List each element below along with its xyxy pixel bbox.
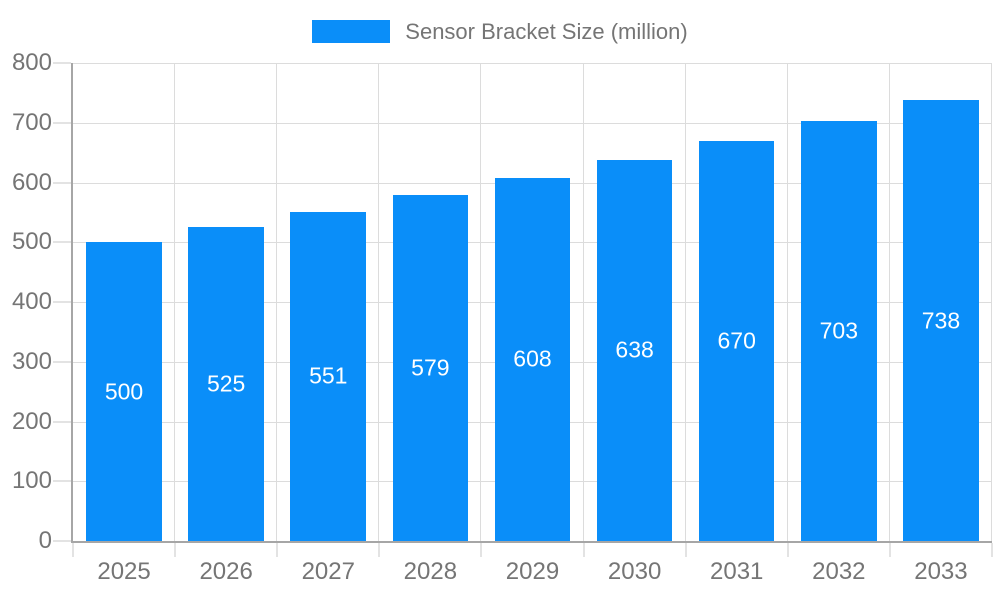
vertical-gridline [480,63,482,541]
y-axis-tick [53,181,71,184]
bar-value-label: 608 [513,345,552,372]
x-axis-tick [786,543,789,557]
bar-2028[interactable]: 579 [392,195,469,541]
x-axis-tick [72,543,74,557]
bar-value-label: 525 [206,370,246,397]
y-axis-line [71,63,73,541]
horizontal-gridline [73,63,992,64]
x-axis-tick [378,543,381,557]
y-axis-label: 700 [11,108,52,136]
x-axis-label: 2032 [812,558,866,585]
vertical-gridline [888,63,890,541]
bar-2029[interactable]: 608 [494,177,571,541]
x-axis-tick [174,543,177,557]
bar-value-label: 738 [921,307,961,334]
plot-area: 500 525 551 579 608 638 670 703 738 [53,62,993,557]
bar-2030[interactable]: 638 [596,159,673,541]
vertical-gridline [684,63,686,541]
y-axis-tick [53,62,71,64]
x-axis-tick [582,543,585,557]
vertical-gridline [991,63,992,541]
bar-2032[interactable]: 703 [801,120,877,541]
y-axis-tick [53,360,71,363]
x-axis-tick [276,543,279,557]
y-axis-label: 600 [11,168,52,196]
vertical-gridline [582,63,584,541]
y-axis-label: 200 [11,407,52,435]
x-axis-label: 2029 [505,558,560,585]
bar-2025[interactable]: 500 [86,242,162,541]
x-axis-tick [480,543,483,557]
x-axis-label: 2025 [97,558,151,585]
y-axis-label: 100 [11,467,52,495]
y-axis-label: 800 [11,49,52,76]
y-axis-tick [53,420,71,423]
bar-value-label: 500 [104,378,144,405]
y-axis-tick [53,121,71,124]
y-axis-tick [53,241,71,244]
bar-2031[interactable]: 670 [698,140,775,541]
bar-value-label: 579 [411,354,450,381]
x-axis-label: 2028 [403,558,458,585]
legend-item[interactable]: Sensor Bracket Size (million) [0,20,1000,43]
bar-2033[interactable]: 738 [903,100,979,541]
y-axis-label: 0 [38,527,52,554]
bar-2026[interactable]: 525 [188,227,264,541]
x-axis-label: 2033 [914,558,968,585]
vertical-gridline [276,63,278,541]
bar-value-label: 670 [717,327,756,354]
legend-swatch [312,20,391,43]
vertical-gridline [378,63,380,541]
x-axis-label: 2031 [710,558,764,585]
x-axis-label: 2030 [607,558,662,585]
x-axis-label: 2026 [199,558,253,585]
y-axis-tick [53,540,71,542]
x-axis-tick [888,543,891,557]
legend-label: Sensor Bracket Size (million) [405,18,688,44]
horizontal-gridline [73,122,992,124]
bar-value-label: 551 [309,362,348,389]
vertical-gridline [786,63,788,541]
y-axis-label: 300 [11,347,52,375]
bar-value-label: 638 [615,336,654,363]
x-axis-label: 2027 [301,558,355,585]
y-axis-tick [53,301,71,303]
y-axis-label: 500 [11,228,52,256]
x-axis-tick [991,543,993,557]
y-axis-label: 400 [11,288,52,315]
bar-2027[interactable]: 551 [290,211,367,541]
y-axis-tick [53,480,71,483]
bar-value-label: 703 [819,317,858,344]
x-axis-tick [684,543,687,557]
x-axis-line [71,541,992,543]
vertical-gridline [174,63,176,541]
